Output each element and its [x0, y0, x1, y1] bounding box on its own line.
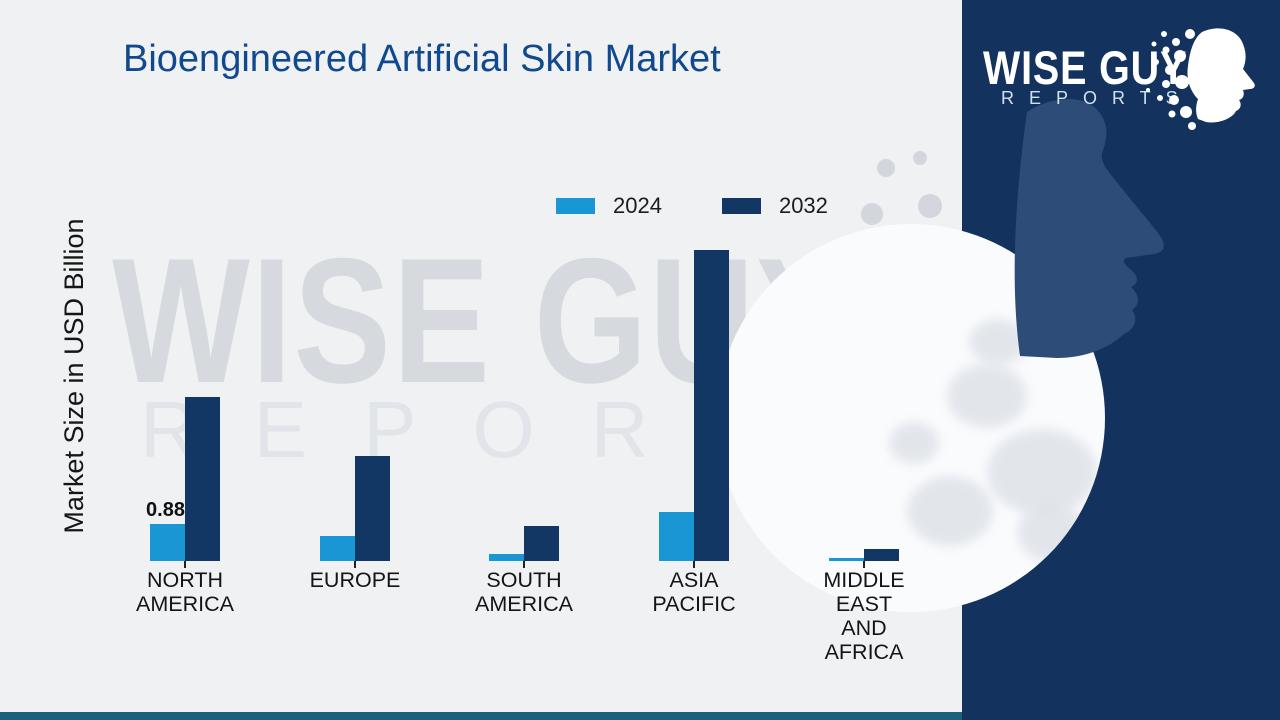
bar-2032-south-america [524, 526, 559, 561]
bar-2024-north-america [150, 524, 185, 561]
axis-tick [693, 561, 695, 568]
globe-blob [889, 422, 939, 464]
bar-2032-middle-east-and-africa [864, 549, 899, 561]
bar-2032-europe [355, 456, 390, 561]
face-profile-silhouette [1014, 99, 1164, 359]
globe-blob [947, 364, 1027, 428]
bar-2032-asia-pacific [694, 250, 729, 561]
globe-blob [987, 429, 1097, 515]
bar-2024-south-america [489, 554, 524, 561]
globe-blob [907, 476, 993, 546]
axis-tick [354, 561, 356, 568]
chart-legend: 2024 2032 [556, 192, 828, 220]
bar-2024-asia-pacific [659, 512, 694, 561]
legend-label-2024: 2024 [613, 193, 662, 218]
bottom-accent-strip [0, 712, 962, 720]
axis-tick [863, 561, 865, 568]
bar-value-label: 0.88 [146, 499, 185, 521]
bar-2024-europe [320, 536, 355, 561]
category-label-south-america: SOUTH AMERICA [475, 568, 573, 617]
y-axis-label: Market Size in USD Billion [59, 218, 89, 534]
watermark-globe-circle [717, 224, 1105, 612]
bar-2024-middle-east-and-africa [829, 558, 864, 561]
bar-2032-north-america [185, 397, 220, 561]
axis-tick [184, 561, 186, 568]
legend-label-2032: 2032 [778, 193, 828, 218]
category-label-europe: EUROPE [309, 568, 401, 592]
legend-swatch-2032 [721, 198, 761, 214]
axis-tick [523, 561, 525, 568]
category-label-asia-pacific: ASIA PACIFIC [652, 568, 736, 617]
page-title: Bioengineered Artificial Skin Market [123, 38, 721, 80]
legend-swatch-2024 [556, 198, 595, 214]
category-label-middle-east-and-africa: MIDDLE EAST AND AFRICA [823, 568, 905, 665]
category-label-north-america: NORTH AMERICA [136, 568, 234, 617]
globe-blob [1017, 504, 1087, 562]
